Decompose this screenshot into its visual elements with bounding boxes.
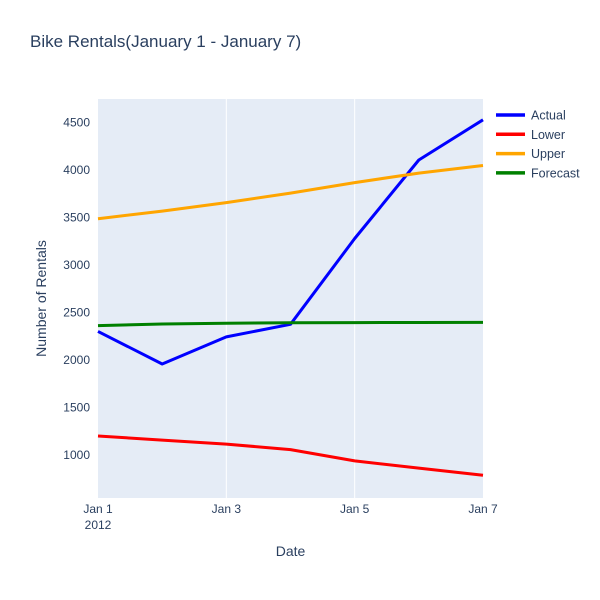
legend-label: Forecast — [531, 166, 580, 180]
legend-item-actual[interactable]: Actual — [496, 109, 566, 123]
y-tick-label: 1500 — [63, 400, 90, 414]
y-tick-label: 2500 — [63, 305, 90, 319]
plot-area[interactable] — [98, 99, 483, 498]
chart-title: Bike Rentals(January 1 - January 7) — [30, 32, 302, 51]
y-tick-label: 3500 — [63, 210, 90, 224]
series-line-forecast[interactable] — [97, 320, 484, 328]
legend-label: Lower — [531, 128, 565, 142]
legend-item-upper[interactable]: Upper — [496, 147, 565, 161]
x-axis-title: Date — [276, 543, 306, 559]
x-tick-label: Jan 1 — [83, 502, 113, 516]
series-line-lower[interactable] — [97, 434, 484, 477]
y-axis-title: Number of Rentals — [33, 240, 49, 357]
y-tick-label: 1000 — [63, 448, 90, 462]
series-line-upper[interactable] — [97, 164, 484, 221]
y-tick-label: 4000 — [63, 163, 90, 177]
legend-item-forecast[interactable]: Forecast — [496, 166, 580, 180]
legend-label: Upper — [531, 147, 565, 161]
legend-item-lower[interactable]: Lower — [496, 128, 565, 142]
legend-label: Actual — [531, 109, 566, 123]
x-tick-label: Jan 5 — [340, 502, 370, 516]
y-tick-label: 4500 — [63, 115, 90, 129]
x-tick-label: Jan 7 — [468, 502, 498, 516]
x-tick-label: Jan 3 — [212, 502, 242, 516]
x-tick-sublabel: 2012 — [85, 518, 112, 532]
y-tick-label: 3000 — [63, 258, 90, 272]
y-tick-label: 2000 — [63, 353, 90, 367]
